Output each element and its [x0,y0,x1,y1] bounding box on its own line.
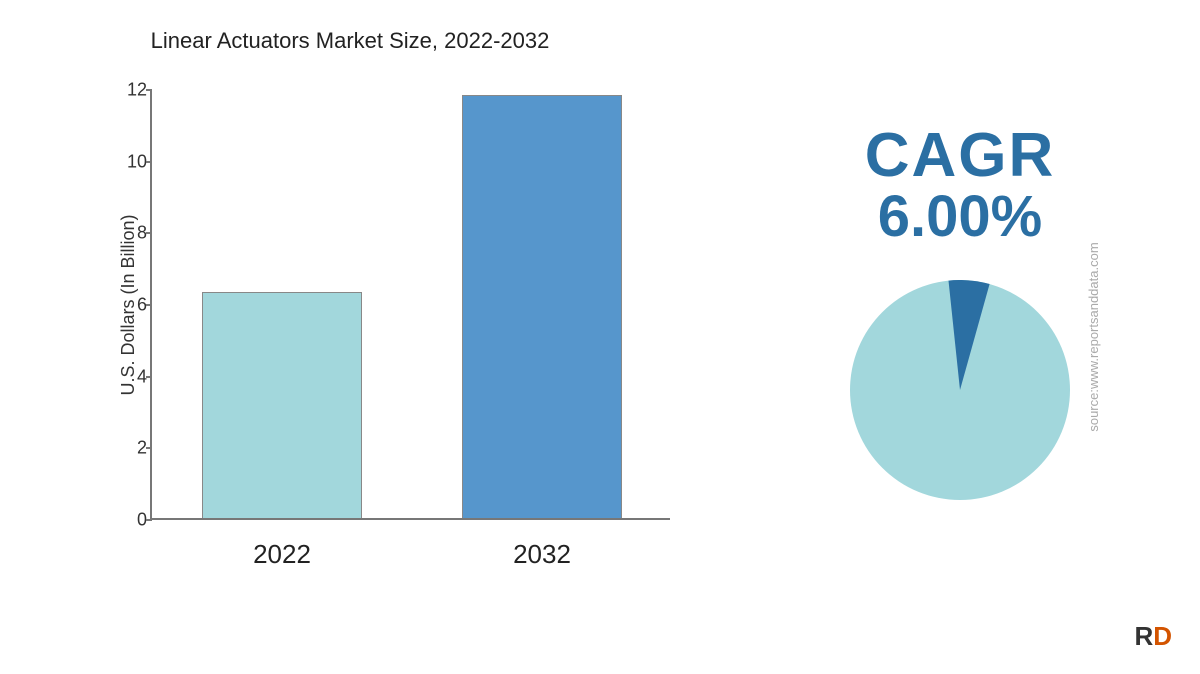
y-tick-mark [146,376,152,378]
cagr-value: 6.00% [800,183,1120,250]
x-category-label: 2022 [253,539,311,570]
bar-chart: U.S. Dollars (In Billion) 02468101220222… [110,90,670,520]
x-category-label: 2032 [513,539,571,570]
source-text: source:www.reportsanddata.com [1086,242,1101,431]
y-tick-label: 6 [112,295,147,316]
y-tick-mark [146,89,152,91]
y-tick-mark [146,304,152,306]
logo: RD [1134,621,1172,652]
cagr-block: CAGR 6.00% [800,120,1120,500]
y-tick-label: 0 [112,510,147,531]
y-tick-mark [146,447,152,449]
chart-plot: 02468101220222032 [150,90,670,520]
y-tick-mark [146,161,152,163]
y-tick-label: 12 [112,80,147,101]
cagr-label: CAGR [800,120,1120,191]
pie-svg [850,280,1070,500]
y-tick-label: 4 [112,366,147,387]
y-tick-label: 10 [112,151,147,172]
y-tick-mark [146,519,152,521]
bar [202,292,362,518]
y-tick-label: 8 [112,223,147,244]
bar [462,95,622,518]
pie-chart [800,280,1120,500]
y-tick-mark [146,232,152,234]
chart-title: Linear Actuators Market Size, 2022-2032 [0,28,700,54]
logo-d: D [1153,621,1172,651]
y-tick-label: 2 [112,438,147,459]
logo-r: R [1134,621,1153,651]
